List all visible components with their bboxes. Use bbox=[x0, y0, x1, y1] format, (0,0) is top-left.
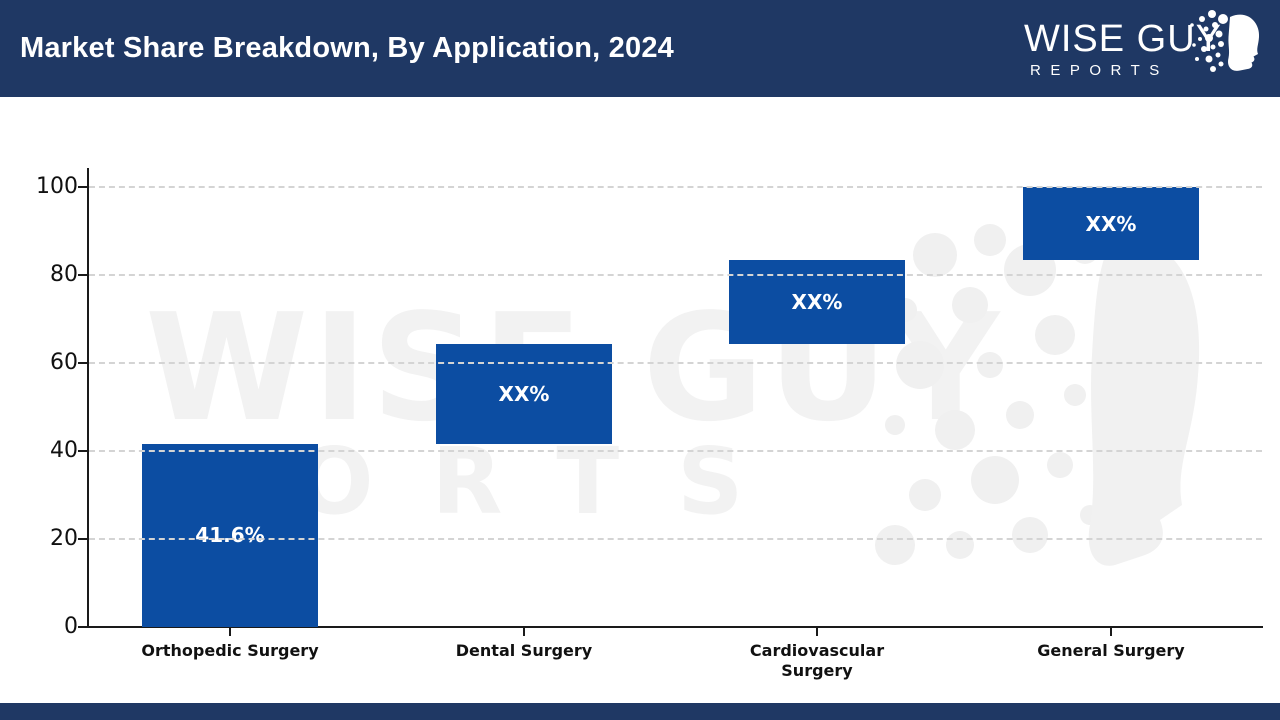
gridline-40 bbox=[89, 450, 1262, 452]
watermark-head-dots bbox=[875, 224, 1200, 566]
x-category-label-orthopedic-surgery: Orthopedic Surgery bbox=[141, 641, 319, 660]
bar-general-surgery: XX% bbox=[1023, 187, 1199, 261]
y-tick-mark-20 bbox=[78, 538, 87, 540]
wise-guy-reports-logo: WISE GUY REPORTS bbox=[1024, 9, 1260, 79]
y-tick-label-40: 40 bbox=[50, 438, 78, 463]
x-tick-mark-cardiovascular-surgery bbox=[816, 628, 818, 636]
y-tick-mark-0 bbox=[78, 626, 87, 628]
bar-cardiovascular-surgery: XX% bbox=[729, 260, 905, 344]
x-tick-mark-general-surgery bbox=[1110, 628, 1112, 636]
bar-value-label-general-surgery: XX% bbox=[1085, 211, 1137, 236]
x-category-label-dental-surgery: Dental Surgery bbox=[455, 641, 593, 660]
y-tick-label-60: 60 bbox=[50, 350, 78, 375]
gridline-80 bbox=[89, 274, 1262, 276]
x-category-label-general-surgery: General Surgery bbox=[1037, 641, 1185, 660]
bar-value-label-cardiovascular-surgery: XX% bbox=[791, 290, 843, 315]
y-tick-mark-40 bbox=[78, 450, 87, 452]
page-title: Market Share Breakdown, By Application, … bbox=[20, 32, 674, 64]
y-tick-mark-100 bbox=[78, 186, 87, 188]
gridline-100 bbox=[89, 186, 1262, 188]
y-tick-label-0: 0 bbox=[64, 614, 78, 639]
y-tick-label-100: 100 bbox=[36, 174, 78, 199]
gridline-20 bbox=[89, 538, 1262, 540]
y-tick-label-20: 20 bbox=[50, 526, 78, 551]
x-axis-spine bbox=[87, 626, 1263, 628]
x-category-label-cardiovascular-surgery: Cardiovascular Surgery bbox=[749, 641, 885, 680]
logo-text-line1: WISE GUY bbox=[1024, 18, 1222, 60]
bar-dental-surgery: XX% bbox=[436, 343, 612, 444]
y-axis-spine bbox=[87, 168, 89, 628]
y-tick-label-80: 80 bbox=[50, 262, 78, 287]
x-tick-mark-orthopedic-surgery bbox=[229, 628, 231, 636]
logo-head-dots-icon bbox=[1190, 9, 1228, 72]
bar-orthopedic-surgery: 41.6% bbox=[142, 443, 318, 627]
bar-value-label-dental-surgery: XX% bbox=[498, 381, 550, 406]
y-tick-mark-80 bbox=[78, 274, 87, 276]
bar-value-label-orthopedic-surgery: 41.6% bbox=[195, 523, 265, 548]
y-tick-mark-60 bbox=[78, 362, 87, 364]
logo-face-profile-icon bbox=[1228, 14, 1260, 71]
gridline-60 bbox=[89, 362, 1262, 364]
logo-text-line2: REPORTS bbox=[1030, 62, 1169, 79]
footer-bar bbox=[0, 703, 1280, 720]
header-bar: Market Share Breakdown, By Application, … bbox=[0, 0, 1280, 97]
x-tick-mark-dental-surgery bbox=[523, 628, 525, 636]
